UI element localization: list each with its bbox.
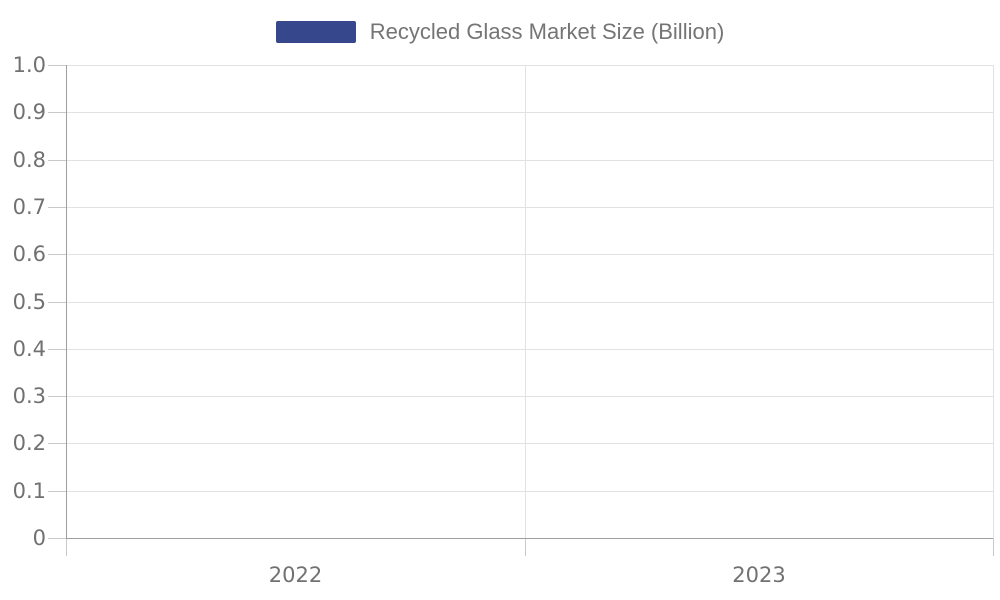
y-axis-label: 1.0 — [12, 53, 46, 77]
y-axis-label: 0.3 — [12, 384, 46, 408]
legend-label: Recycled Glass Market Size (Billion) — [369, 19, 725, 44]
y-gridline — [66, 207, 993, 208]
y-gridline — [66, 443, 993, 444]
y-gridline — [66, 254, 993, 255]
y-axis-line — [66, 65, 67, 538]
y-gridline — [66, 302, 993, 303]
x-axis-line — [66, 538, 993, 539]
x-gridline — [993, 65, 994, 538]
y-gridline — [66, 160, 993, 161]
y-axis-tick — [48, 491, 66, 492]
y-axis-tick — [48, 396, 66, 397]
legend-swatch — [275, 21, 356, 43]
y-axis-tick — [48, 160, 66, 161]
x-axis-label: 2022 — [268, 563, 323, 587]
y-axis-tick — [48, 112, 66, 113]
y-axis-label: 0.5 — [12, 290, 46, 314]
y-axis-label: 0.1 — [12, 479, 46, 503]
y-axis-tick — [48, 302, 66, 303]
y-axis-tick — [48, 349, 66, 350]
y-axis-tick — [48, 443, 66, 444]
x-axis-tick — [993, 538, 994, 556]
legend-item[interactable]: Recycled Glass Market Size (Billion) — [0, 21, 1000, 43]
y-axis-tick — [48, 254, 66, 255]
y-axis-label: 0.2 — [12, 431, 46, 455]
y-gridline — [66, 349, 993, 350]
x-gridline — [525, 65, 526, 538]
y-axis-label: 0.6 — [12, 242, 46, 266]
x-axis-label: 2023 — [732, 563, 786, 587]
y-axis-tick — [48, 65, 66, 66]
y-gridline — [66, 396, 993, 397]
y-axis-tick — [48, 538, 66, 539]
y-axis-label: 0.7 — [12, 195, 46, 219]
y-gridline — [66, 65, 993, 66]
y-axis-label: 0 — [32, 526, 46, 550]
y-gridline — [66, 112, 993, 113]
y-gridline — [66, 491, 993, 492]
y-axis-label: 0.9 — [12, 100, 46, 124]
y-axis-label: 0.8 — [12, 148, 46, 172]
x-axis-tick — [525, 538, 526, 556]
y-axis-label: 0.4 — [12, 337, 46, 361]
y-axis-tick — [48, 207, 66, 208]
x-axis-tick — [66, 538, 67, 556]
